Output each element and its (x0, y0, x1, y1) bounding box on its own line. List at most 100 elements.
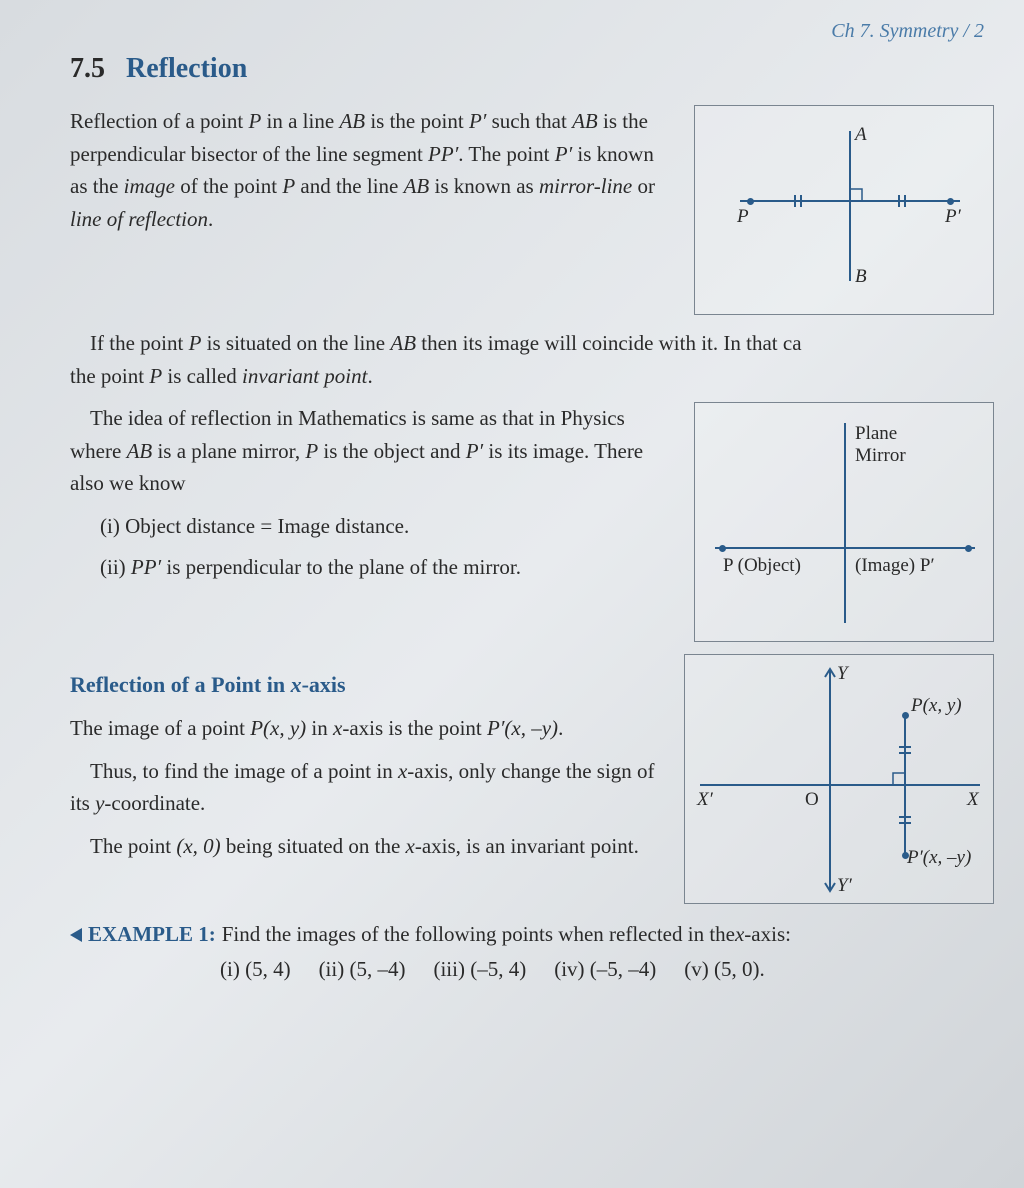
section-title: 7.5 Reflection (70, 53, 994, 85)
sym-Pp: P′ (555, 142, 572, 166)
t: . (208, 207, 213, 231)
label-A: A (855, 124, 867, 146)
sym-P: P (305, 439, 318, 463)
section-name: Reflection (126, 53, 247, 84)
option-ii: (ii) (5, –4) (319, 957, 406, 982)
sym-x: x (333, 716, 342, 740)
t: -axis: (744, 922, 791, 947)
sym-AB: AB (339, 109, 365, 133)
example-options: (i) (5, 4) (ii) (5, –4) (iii) (–5, 4) (i… (220, 957, 994, 982)
label-image: (Image) P′ (855, 555, 935, 577)
physics-list: (i) Object distance = Image distance. (i… (100, 510, 674, 585)
t: -coordinate. (104, 791, 205, 815)
list-item: (ii) PP′ is perpendicular to the plane o… (100, 551, 674, 585)
t: Thus, to find the image of a point in (90, 759, 398, 783)
label-Yprime: Y′ (837, 875, 852, 897)
sym-P: P (149, 364, 162, 388)
t: The image of a point (70, 716, 250, 740)
term-invariant: invariant point (242, 364, 367, 388)
t: is perpendicular to the plane of the mir… (161, 555, 521, 579)
t: is a plane mirror, (152, 439, 305, 463)
label-Xprime: X′ (697, 789, 713, 811)
term-mirror-line: mirror-line (539, 174, 632, 198)
sym-x: x (398, 759, 407, 783)
t: . The point (458, 142, 554, 166)
option-iii: (iii) (–5, 4) (433, 957, 526, 982)
point-P-dot (747, 198, 754, 205)
triangle-icon (70, 928, 82, 942)
sym-Ppxy: P′(x, –y) (487, 716, 558, 740)
point-Pp-dot (947, 198, 954, 205)
t: Reflection of a point (70, 109, 248, 133)
label-P: P (737, 206, 749, 228)
t: is known as (429, 174, 539, 198)
sym-Pp: P′ (466, 439, 483, 463)
section-number: 7.5 (70, 53, 105, 84)
sym-P: P (282, 174, 295, 198)
t: Object distance = Image distance. (120, 514, 409, 538)
row-definition: Reflection of a point P in a line AB is … (70, 105, 994, 315)
sym-AB: AB (572, 109, 598, 133)
t: -axis, is an invariant point. (415, 834, 639, 858)
t: If the point (90, 331, 189, 355)
num: (ii) (100, 555, 126, 579)
sym-PPp: PP′ (428, 142, 458, 166)
list-item: (i) Object distance = Image distance. (100, 510, 674, 544)
term-image: image (124, 174, 175, 198)
sym-x: x (735, 922, 744, 947)
figure-xaxis-reflection: Y Y′ X X′ O P(x, y) P′(x, –y) (684, 654, 994, 904)
figure-reflection-line: A B P P′ (694, 105, 994, 315)
option-i: (i) (5, 4) (220, 957, 291, 982)
option-iv: (iv) (–5, –4) (554, 957, 656, 982)
subheading-xaxis: Reflection of a Point in x-axis (70, 668, 664, 702)
xaxis-text: Reflection of a Point in x-axis The imag… (70, 654, 664, 872)
label-Pxy: P(x, y) (911, 695, 962, 717)
t: is called (162, 364, 242, 388)
t: is the point (365, 109, 469, 133)
t: is situated on the line (201, 331, 390, 355)
t: . (558, 716, 563, 740)
para-invariant: If the point P is situated on the line A… (70, 327, 994, 392)
label-B: B (855, 266, 867, 288)
label-Ppxy: P′(x, –y) (907, 847, 971, 869)
sym-x: x (406, 834, 415, 858)
label-mirror: Mirror (855, 445, 906, 467)
sym-P: P (248, 109, 261, 133)
physics-text: The idea of reflection in Mathematics is… (70, 402, 674, 593)
figure-plane-mirror: Plane Mirror P (Object) (Image) P′ (694, 402, 994, 642)
t: -axis (302, 672, 346, 697)
row-xaxis: Reflection of a Point in x-axis The imag… (70, 654, 994, 904)
label-Pprime: P′ (945, 206, 961, 228)
t: in a line (261, 109, 339, 133)
t: of the point (175, 174, 282, 198)
label-plane: Plane (855, 423, 897, 445)
label-object: P (Object) (723, 555, 801, 577)
t: Reflection of a Point in (70, 672, 291, 697)
t: such that (486, 109, 572, 133)
sym-AB: AB (404, 174, 430, 198)
t: . (367, 364, 372, 388)
t: and the line (295, 174, 403, 198)
t: -axis is the point (342, 716, 487, 740)
definition-text: Reflection of a point P in a line AB is … (70, 105, 674, 245)
sym-PPp: PP′ (131, 555, 161, 579)
row-physics: The idea of reflection in Mathematics is… (70, 402, 994, 642)
t: in (306, 716, 333, 740)
sym-AB: AB (127, 439, 153, 463)
sym-x0: (x, 0) (176, 834, 220, 858)
t: The point (90, 834, 176, 858)
label-O: O (805, 789, 819, 811)
chapter-header: Ch 7. Symmetry / 2 (70, 20, 994, 43)
example-label: EXAMPLE 1: (88, 922, 216, 947)
label-Y: Y (837, 663, 848, 685)
option-v: (v) (5, 0). (684, 957, 764, 982)
t: or (632, 174, 655, 198)
sym-Pp: P′ (469, 109, 486, 133)
num: (i) (100, 514, 120, 538)
t: then its image will coincide with it. In… (416, 331, 802, 355)
sym-x: x (291, 672, 302, 697)
sym-AB: AB (390, 331, 416, 355)
t: being situated on the (221, 834, 406, 858)
t: the point (70, 364, 149, 388)
t: Find the images of the following points … (222, 922, 735, 947)
